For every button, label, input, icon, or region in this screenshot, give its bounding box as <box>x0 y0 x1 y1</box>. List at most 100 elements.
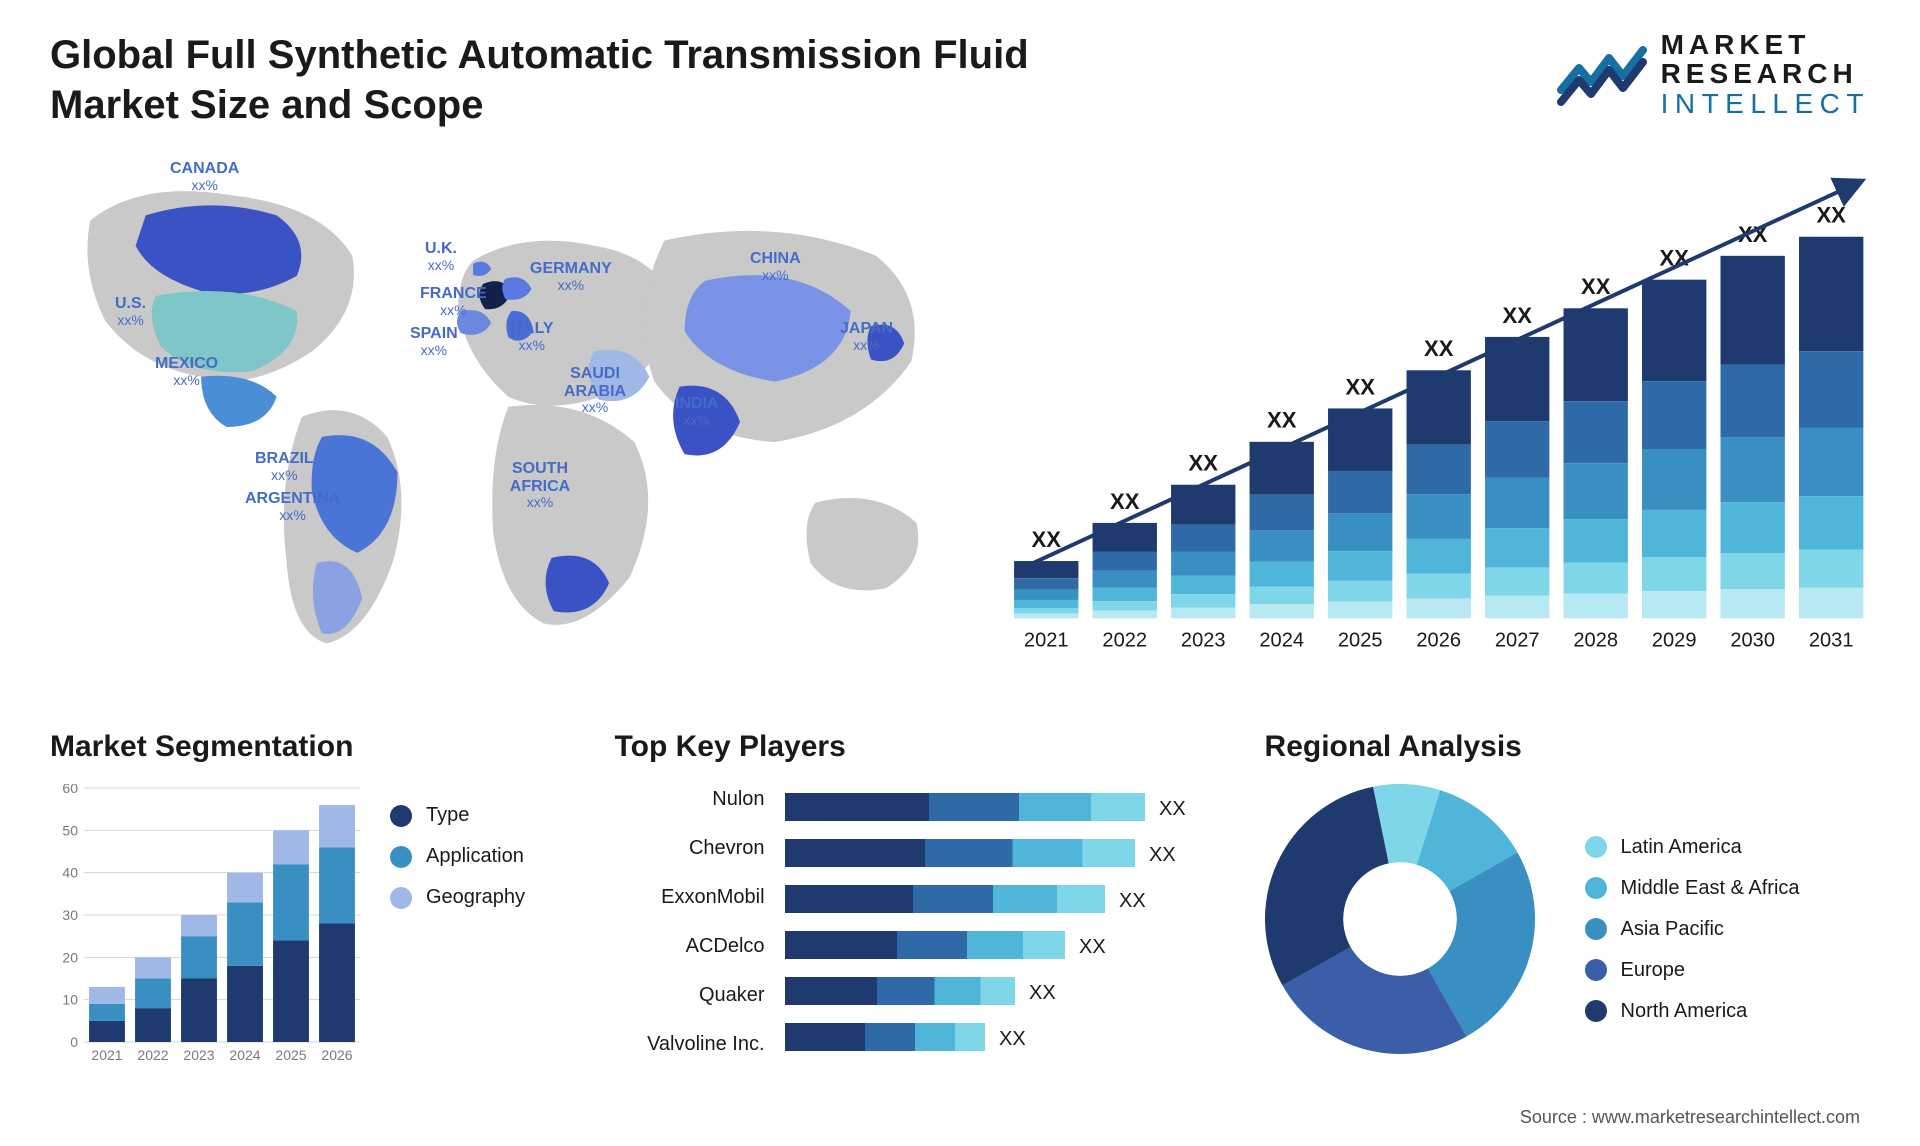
legend-label: Geography <box>426 886 525 909</box>
segmentation-title: Market Segmentation <box>50 730 555 764</box>
svg-text:XX: XX <box>1581 274 1611 299</box>
svg-text:XX: XX <box>1159 798 1186 820</box>
logo-line2: RESEARCH <box>1661 59 1870 88</box>
player-label: Chevron <box>615 837 765 860</box>
svg-text:XX: XX <box>1029 982 1056 1004</box>
legend-swatch <box>390 887 412 909</box>
map-label-brazil: BRAZILxx% <box>255 450 314 483</box>
svg-text:XX: XX <box>1424 336 1454 361</box>
logo-line3: INTELLECT <box>1661 89 1870 118</box>
svg-text:2025: 2025 <box>1337 629 1382 651</box>
brand-logo: MARKET RESEARCH INTELLECT <box>1557 30 1870 118</box>
regional-title: Regional Analysis <box>1265 730 1870 764</box>
players-title: Top Key Players <box>615 730 1205 764</box>
svg-text:20: 20 <box>62 949 78 965</box>
regional-legend: Latin America Middle East & Africa Asia Pa… <box>1585 836 1800 1023</box>
legend-label: Application <box>426 845 524 868</box>
player-label: Valvoline Inc. <box>615 1033 765 1056</box>
regional-donut-chart <box>1265 784 1535 1054</box>
header: Global Full Synthetic Automatic Transmis… <box>50 30 1870 130</box>
svg-text:XX: XX <box>999 1028 1026 1050</box>
legend-label: Asia Pacific <box>1621 918 1724 941</box>
map-label-canada: CANADAxx% <box>170 160 239 193</box>
legend-swatch <box>1585 1000 1607 1022</box>
svg-text:XX: XX <box>1188 451 1218 476</box>
players-chart: XXXXXXXXXXXX <box>785 784 1205 1060</box>
svg-text:XX: XX <box>1345 374 1375 399</box>
players-section: Top Key Players Nulon Chevron ExxonMobil AC… <box>615 730 1205 1069</box>
legend-label: Europe <box>1621 959 1686 982</box>
svg-text:2024: 2024 <box>229 1047 260 1063</box>
world-map-area: CANADAxx% U.S.xx% MEXICOxx% BRAZILxx% ARGENT… <box>50 160 957 690</box>
legend-swatch <box>390 846 412 868</box>
svg-text:2021: 2021 <box>1024 629 1069 651</box>
segmentation-section: Market Segmentation 01020304050602021202… <box>50 730 555 1069</box>
source-label: Source : www.marketresearchintellect.com <box>1520 1107 1860 1128</box>
legend-swatch <box>1585 836 1607 858</box>
logo-icon <box>1557 42 1647 106</box>
svg-text:2024: 2024 <box>1259 629 1304 651</box>
regional-legend-item: Latin America <box>1585 836 1800 859</box>
regional-legend-item: Middle East & Africa <box>1585 877 1800 900</box>
svg-text:XX: XX <box>1267 408 1297 433</box>
segmentation-legend-item: Geography <box>390 886 525 909</box>
segmentation-chart-wrap: 0102030405060202120222023202420252026 <box>50 784 360 1069</box>
segmentation-legend: Type Application Geography <box>390 804 525 909</box>
svg-text:XX: XX <box>1031 527 1061 552</box>
map-label-france: FRANCExx% <box>420 285 487 318</box>
svg-text:2029: 2029 <box>1651 629 1696 651</box>
map-label-south-africa: SOUTH AFRICAxx% <box>500 460 580 511</box>
page-title: Global Full Synthetic Automatic Transmis… <box>50 30 1100 130</box>
regional-legend-item: Europe <box>1585 959 1800 982</box>
player-label: ExxonMobil <box>615 886 765 909</box>
map-label-japan: JAPANxx% <box>840 320 893 353</box>
svg-text:XX: XX <box>1110 489 1140 514</box>
svg-text:2022: 2022 <box>1102 629 1147 651</box>
map-label-saudi-arabia: SAUDI ARABIAxx% <box>550 365 640 416</box>
legend-swatch <box>1585 918 1607 940</box>
svg-text:40: 40 <box>62 865 78 881</box>
svg-text:2028: 2028 <box>1573 629 1618 651</box>
svg-text:2023: 2023 <box>1180 629 1225 651</box>
svg-text:30: 30 <box>62 907 78 923</box>
svg-text:2031: 2031 <box>1808 629 1853 651</box>
svg-text:10: 10 <box>62 992 78 1008</box>
regional-legend-item: Asia Pacific <box>1585 918 1800 941</box>
svg-text:2026: 2026 <box>321 1047 352 1063</box>
legend-label: Type <box>426 804 469 827</box>
bottom-row: Market Segmentation 01020304050602021202… <box>50 730 1870 1069</box>
map-label-u-s-: U.S.xx% <box>115 295 146 328</box>
legend-swatch <box>390 805 412 827</box>
segmentation-legend-item: Type <box>390 804 525 827</box>
svg-text:XX: XX <box>1149 844 1176 866</box>
regional-legend-item: North America <box>1585 1000 1800 1023</box>
svg-text:2022: 2022 <box>137 1047 168 1063</box>
svg-text:60: 60 <box>62 784 78 796</box>
svg-text:2021: 2021 <box>91 1047 122 1063</box>
player-label: Nulon <box>615 788 765 811</box>
svg-text:50: 50 <box>62 822 78 838</box>
map-label-u-k-: U.K.xx% <box>425 240 457 273</box>
players-labels: Nulon Chevron ExxonMobil ACDelco Quaker Valvo… <box>615 788 765 1056</box>
svg-text:2027: 2027 <box>1494 629 1539 651</box>
map-label-spain: SPAINxx% <box>410 325 458 358</box>
legend-swatch <box>1585 959 1607 981</box>
regional-section: Regional Analysis Latin America Middle Ea… <box>1265 730 1870 1069</box>
svg-text:XX: XX <box>1502 303 1532 328</box>
map-label-mexico: MEXICOxx% <box>155 355 218 388</box>
player-label: Quaker <box>615 984 765 1007</box>
logo-line1: MARKET <box>1661 30 1870 59</box>
growth-bar-chart: XX 2021 XX 2022 XX 2023 XX 2024 XX 2025 XX 2026 XX 20… <box>1007 160 1870 690</box>
map-label-argentina: ARGENTINAxx% <box>245 490 340 523</box>
player-label: ACDelco <box>615 935 765 958</box>
svg-text:XX: XX <box>1079 936 1106 958</box>
svg-text:2023: 2023 <box>183 1047 214 1063</box>
map-label-china: CHINAxx% <box>750 250 801 283</box>
map-label-italy: ITALYxx% <box>510 320 554 353</box>
map-label-india: INDIAxx% <box>675 395 719 428</box>
svg-text:2026: 2026 <box>1416 629 1461 651</box>
players-bars-wrap: XXXXXXXXXXXX <box>785 784 1205 1065</box>
svg-text:2025: 2025 <box>275 1047 306 1063</box>
logo-text: MARKET RESEARCH INTELLECT <box>1661 30 1870 118</box>
svg-text:2030: 2030 <box>1730 629 1775 651</box>
